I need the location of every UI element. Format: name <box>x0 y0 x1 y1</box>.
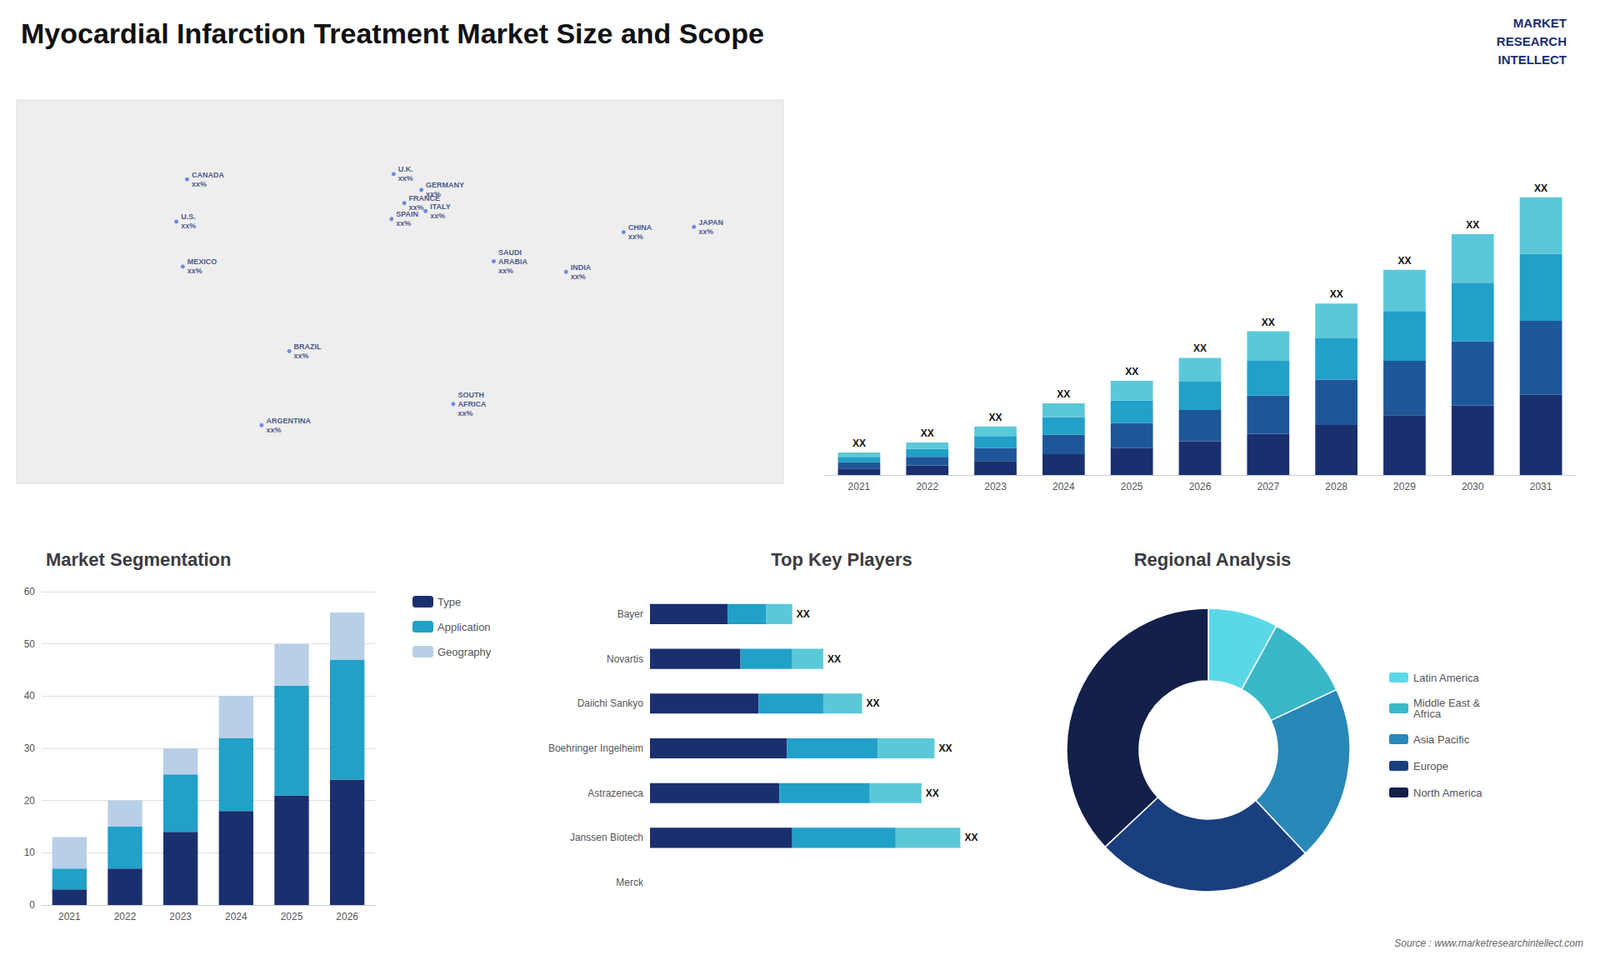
svg-text:FRANCE: FRANCE <box>408 194 441 203</box>
svg-text:Market Segmentation: Market Segmentation <box>45 549 232 570</box>
svg-text:xx%: xx% <box>430 211 445 220</box>
svg-text:30: 30 <box>24 742 36 755</box>
svg-text:U.S.: U.S. <box>180 212 196 221</box>
svg-text:Europe: Europe <box>1413 760 1449 773</box>
svg-text:Janssen Biotech: Janssen Biotech <box>570 831 644 844</box>
svg-text:xx%: xx% <box>265 425 281 435</box>
svg-text:Novartis: Novartis <box>606 653 644 665</box>
svg-text:2026: 2026 <box>335 910 359 923</box>
svg-text:xx%: xx% <box>294 351 310 360</box>
svg-text:Source : www.marketresearchint: Source : www.marketresearchintellect.com <box>1394 937 1584 950</box>
svg-text:INTELLECT: INTELLECT <box>1498 52 1568 67</box>
svg-text:2027: 2027 <box>1256 480 1280 493</box>
svg-text:ARABIA: ARABIA <box>498 257 528 266</box>
svg-text:Asia Pacific: Asia Pacific <box>1413 733 1470 746</box>
svg-text:Application: Application <box>437 620 491 634</box>
svg-text:XX: XX <box>920 427 935 440</box>
svg-text:XX: XX <box>852 437 866 450</box>
svg-text:RESEARCH: RESEARCH <box>1496 34 1567 49</box>
svg-text:xx%: xx% <box>408 203 424 212</box>
svg-text:SOUTH: SOUTH <box>457 390 485 400</box>
svg-text:50: 50 <box>24 638 36 650</box>
svg-text:2024: 2024 <box>1052 480 1075 493</box>
svg-text:40: 40 <box>24 690 36 702</box>
svg-text:XX: XX <box>1397 255 1411 267</box>
svg-text:XX: XX <box>1330 288 1344 300</box>
svg-text:0: 0 <box>29 899 35 911</box>
svg-text:XX: XX <box>1193 342 1207 355</box>
svg-text:Type: Type <box>437 595 461 609</box>
svg-text:2030: 2030 <box>1461 480 1485 493</box>
svg-text:Myocardial Infarction Treatmen: Myocardial Infarction Treatment Market S… <box>20 17 765 50</box>
svg-text:xx%: xx% <box>187 266 203 275</box>
svg-text:xx%: xx% <box>570 272 586 281</box>
svg-text:2023: 2023 <box>169 910 192 923</box>
svg-text:Latin America: Latin America <box>1413 671 1480 685</box>
svg-text:Africa: Africa <box>1413 707 1442 720</box>
svg-text:ARGENTINA: ARGENTINA <box>265 416 311 425</box>
svg-text:GERMANY: GERMANY <box>425 180 465 190</box>
svg-text:Merck: Merck <box>615 876 645 889</box>
svg-text:2025: 2025 <box>280 910 304 923</box>
svg-text:XX: XX <box>1056 388 1070 400</box>
svg-text:XX: XX <box>964 831 978 844</box>
svg-text:xx%: xx% <box>395 219 411 228</box>
svg-text:XX: XX <box>989 411 1003 424</box>
svg-text:AFRICA: AFRICA <box>457 400 486 409</box>
svg-text:MARKET: MARKET <box>1513 15 1567 30</box>
svg-text:xx%: xx% <box>398 174 414 183</box>
svg-text:xx%: xx% <box>698 227 714 236</box>
svg-text:XX: XX <box>1261 316 1275 329</box>
svg-text:XX: XX <box>925 787 940 800</box>
svg-text:Regional Analysis: Regional Analysis <box>1134 549 1292 570</box>
svg-text:Geography: Geography <box>437 645 492 659</box>
svg-text:North America: North America <box>1413 786 1483 800</box>
svg-text:2022: 2022 <box>114 910 137 923</box>
svg-text:SPAIN: SPAIN <box>395 210 419 219</box>
svg-text:MEXICO: MEXICO <box>187 257 218 266</box>
svg-text:Astrazeneca: Astrazeneca <box>587 787 644 800</box>
svg-text:2021: 2021 <box>848 480 871 493</box>
svg-text:2029: 2029 <box>1393 480 1416 493</box>
svg-text:20: 20 <box>24 795 36 807</box>
svg-text:10: 10 <box>24 846 36 859</box>
svg-text:XX: XX <box>865 697 880 710</box>
svg-text:xx%: xx% <box>425 190 441 199</box>
svg-text:Middle East &: Middle East & <box>1413 696 1481 710</box>
svg-text:xx%: xx% <box>457 409 473 418</box>
svg-text:2024: 2024 <box>225 910 248 923</box>
svg-text:2028: 2028 <box>1325 480 1348 493</box>
svg-text:60: 60 <box>24 585 36 598</box>
svg-text:BRAZIL: BRAZIL <box>294 342 322 351</box>
svg-text:XX: XX <box>1125 365 1139 378</box>
svg-text:2021: 2021 <box>58 910 81 923</box>
svg-text:xx%: xx% <box>180 221 196 230</box>
svg-text:2025: 2025 <box>1120 480 1144 493</box>
svg-text:Boehringer Ingelheim: Boehringer Ingelheim <box>548 742 644 755</box>
svg-text:SAUDI: SAUDI <box>498 248 522 257</box>
svg-text:xx%: xx% <box>498 266 514 275</box>
svg-text:2022: 2022 <box>915 480 939 493</box>
svg-text:CANADA: CANADA <box>191 170 225 180</box>
svg-text:XX: XX <box>1465 219 1480 231</box>
svg-text:XX: XX <box>938 742 952 755</box>
svg-text:XX: XX <box>796 608 810 620</box>
svg-text:INDIA: INDIA <box>570 263 592 272</box>
svg-text:2023: 2023 <box>984 480 1007 493</box>
svg-text:ITALY: ITALY <box>430 202 451 211</box>
svg-text:CHINA: CHINA <box>628 223 653 232</box>
svg-text:JAPAN: JAPAN <box>698 218 724 227</box>
svg-text:Bayer: Bayer <box>617 608 644 620</box>
svg-text:Top Key Players: Top Key Players <box>770 549 913 570</box>
svg-text:XX: XX <box>827 653 841 665</box>
svg-text:XX: XX <box>1534 182 1548 195</box>
svg-text:Daiichi Sankyo: Daiichi Sankyo <box>577 697 645 710</box>
svg-text:xx%: xx% <box>191 180 207 189</box>
svg-text:U.K.: U.K. <box>398 165 414 174</box>
svg-text:xx%: xx% <box>628 232 644 241</box>
svg-text:2026: 2026 <box>1189 480 1212 493</box>
svg-text:2031: 2031 <box>1530 480 1553 493</box>
